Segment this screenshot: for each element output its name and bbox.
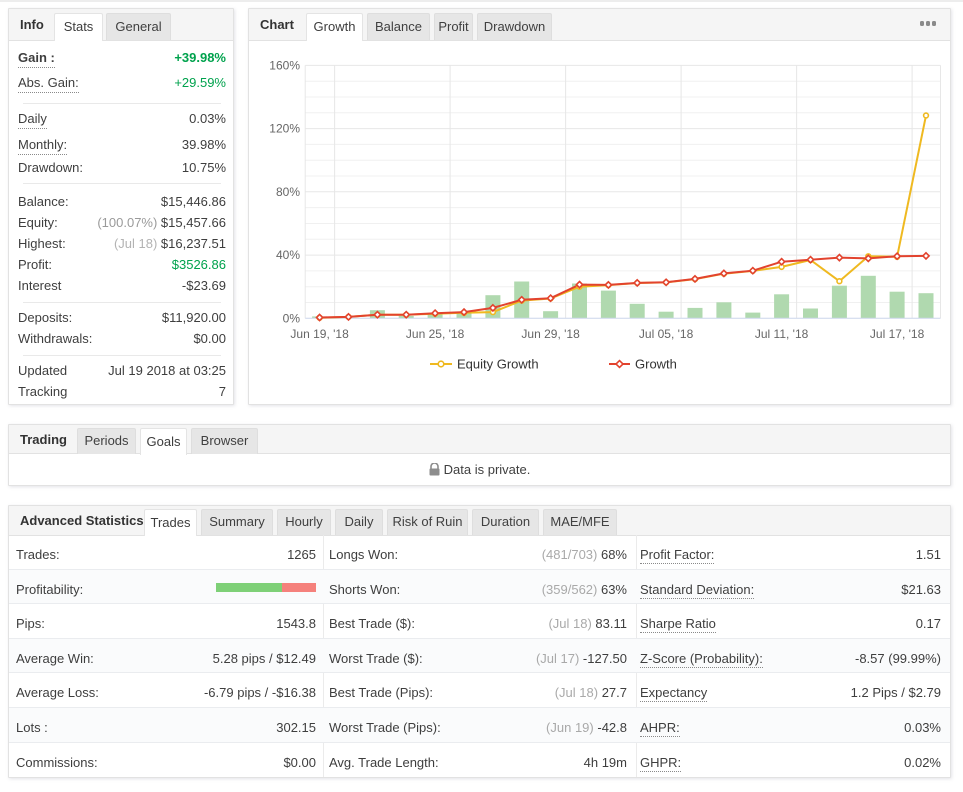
svg-text:40%: 40% <box>276 248 300 262</box>
svg-text:Growth: Growth <box>635 357 677 372</box>
svg-text:160%: 160% <box>269 58 300 72</box>
svg-text:80%: 80% <box>276 185 300 199</box>
svg-text:Jul 05, '18: Jul 05, '18 <box>639 327 694 341</box>
svg-text:Jun 29, '18: Jun 29, '18 <box>521 327 580 341</box>
svg-text:0%: 0% <box>283 311 301 325</box>
svg-text:Jul 17, '18: Jul 17, '18 <box>870 327 925 341</box>
svg-text:Jun 25, '18: Jun 25, '18 <box>406 327 465 341</box>
svg-text:Jun 19, '18: Jun 19, '18 <box>290 327 349 341</box>
svg-text:120%: 120% <box>269 122 300 136</box>
svg-text:Equity Growth: Equity Growth <box>457 357 539 372</box>
svg-text:Jul 11, '18: Jul 11, '18 <box>755 327 809 341</box>
